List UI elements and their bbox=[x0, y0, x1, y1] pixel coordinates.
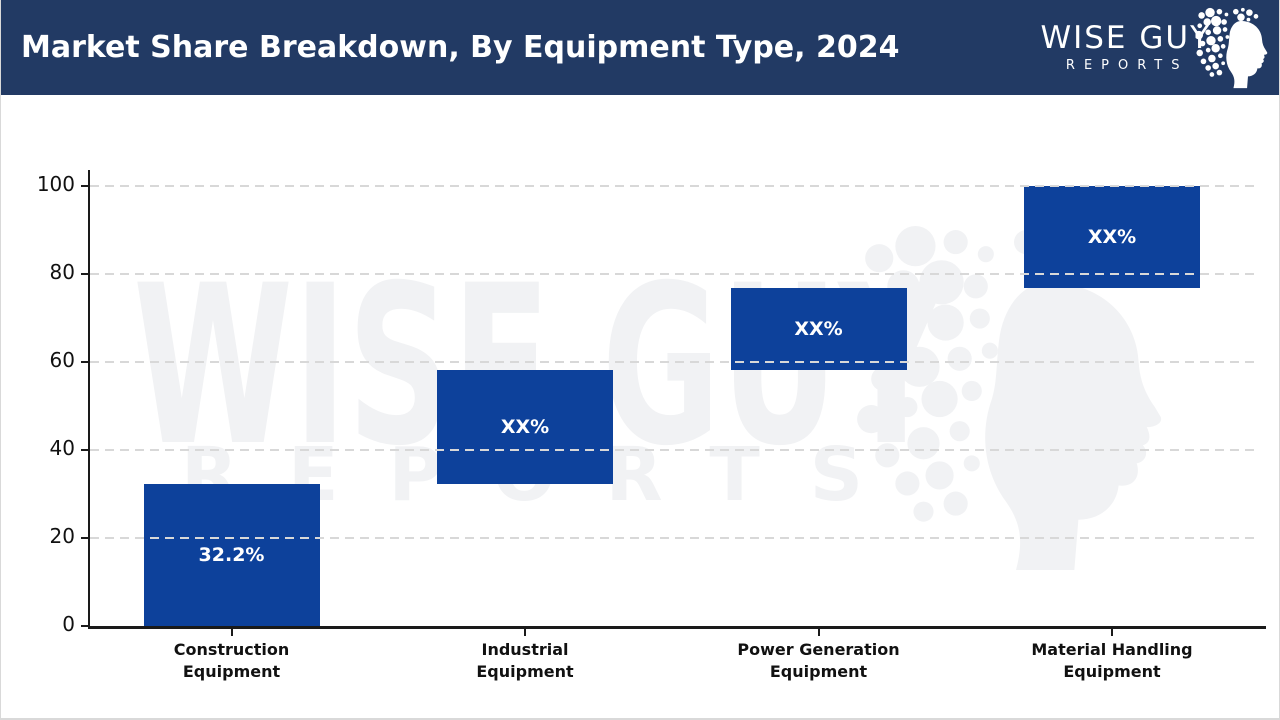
x-tick-mark bbox=[230, 629, 233, 636]
gridline bbox=[90, 449, 1259, 451]
y-tick-label: 100 bbox=[36, 172, 75, 196]
y-tick-label: 40 bbox=[49, 436, 75, 460]
y-tick-label: 0 bbox=[62, 612, 75, 636]
x-category-label: Industrial Equipment bbox=[405, 639, 645, 682]
x-category-label-line: Equipment bbox=[182, 661, 281, 681]
y-tick-label: 80 bbox=[49, 260, 75, 284]
logo-wordmark: WISE GUY REPORTS bbox=[1040, 20, 1211, 74]
header: Market Share Breakdown, By Equipment Typ… bbox=[1, 0, 1279, 95]
y-tick-mark bbox=[81, 185, 88, 187]
bar: XX% bbox=[730, 288, 907, 370]
bar-value-label: XX% bbox=[794, 317, 843, 340]
y-tick-mark bbox=[81, 537, 88, 539]
x-category-label-line: Construction bbox=[173, 640, 290, 659]
bar-value-label: 32.2% bbox=[198, 544, 265, 567]
y-tick-label: 60 bbox=[49, 348, 75, 372]
y-tick-mark bbox=[81, 361, 88, 363]
x-category-label: Material Handling Equipment bbox=[992, 639, 1232, 682]
x-category-label-line: Equipment bbox=[769, 661, 868, 681]
gridline bbox=[90, 185, 1259, 187]
bar-value-label: XX% bbox=[500, 416, 550, 439]
x-axis-line bbox=[88, 626, 1266, 629]
x-tick-mark bbox=[524, 629, 526, 636]
x-tick-mark bbox=[1111, 629, 1113, 636]
bar: XX% bbox=[437, 369, 613, 485]
x-category-label: Construction Equipment bbox=[112, 639, 352, 682]
x-category-label-line: Material Handling bbox=[1031, 640, 1193, 659]
bar: XX% bbox=[1024, 186, 1200, 289]
gridline bbox=[90, 361, 1259, 363]
x-category-label-line: Equipment bbox=[476, 661, 574, 681]
x-tick-mark bbox=[817, 629, 820, 636]
x-category-label-line: Industrial bbox=[481, 640, 569, 659]
x-category-label-line: Power Generation bbox=[737, 640, 900, 659]
gridline bbox=[90, 273, 1259, 275]
x-category-label-line: Equipment bbox=[1063, 661, 1161, 681]
logo-wordmark-sub: REPORTS bbox=[1065, 58, 1189, 73]
y-axis-line bbox=[88, 170, 90, 628]
chart-title: Market Share Breakdown, By Equipment Typ… bbox=[21, 30, 900, 65]
y-tick-label: 20 bbox=[49, 524, 75, 548]
y-tick-mark bbox=[81, 273, 88, 275]
x-category-label: Power Generation Equipment bbox=[699, 639, 939, 682]
y-tick-mark bbox=[81, 449, 88, 451]
bar-value-label: XX% bbox=[1087, 226, 1137, 249]
y-tick-mark bbox=[81, 625, 88, 627]
bar: 32.2% bbox=[143, 484, 320, 626]
gridline bbox=[90, 537, 1259, 539]
logo-wordmark-main: WISE GUY bbox=[1040, 20, 1211, 56]
wiseguy-logo: WISE GUY REPORTS bbox=[1040, 6, 1271, 90]
